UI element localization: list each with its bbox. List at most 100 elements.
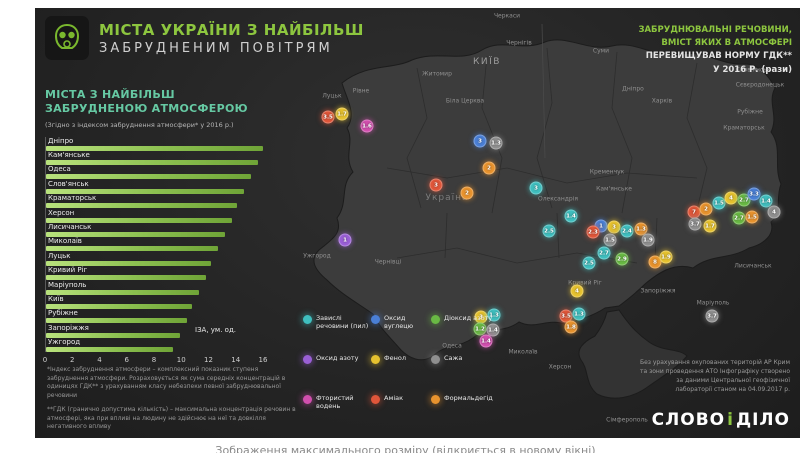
pollution-badge-hydrogen_fluoride: 1.4 [479,334,493,348]
bar-row: Лисичанськ [46,223,263,237]
city-label: Запоріжжя [640,287,676,295]
logo-word2: і [727,410,734,430]
pollution-badge-nitrogen_oxide: 1 [338,233,352,247]
map-badges: 3.5 1.7 1.6 3 1.3 2 3 2 3 1.4 2.5 1 1 3 2.3 2.4 1.3 1.5 1.… [35,8,800,438]
legend-item-formaldehyde: Формальдегід [431,394,503,434]
pollution-badge-soot: 1.4 [486,323,500,337]
bar-label: Краматорськ [48,194,97,203]
x-tick: 12 [204,356,213,365]
pollution-badge-soot: 3.7 [705,309,719,323]
city-label: Кременчук [589,168,625,176]
pollution-badge-phenol: 1.7 [335,107,349,121]
crimea-shape [578,309,688,399]
ukraine-mainland-shape [313,39,782,361]
bar [46,145,263,151]
bar [46,303,193,309]
pollution-badge-soot: 4 [767,205,781,219]
gas-mask-icon [45,16,89,60]
pollutants-header-line4: У 2016 Р. (рази) [712,64,792,75]
city-label: Харків [651,97,673,105]
city-label: Україна [425,193,469,203]
ammonia-dot-icon [371,395,380,404]
pollution-badge-dust: 1.3 [487,308,501,322]
bar [46,231,226,237]
bar-row: Дніпро [46,137,263,151]
legend-label: Фенол [384,354,406,362]
map-labels: Черкаси Чернігів Суми Житомир КИЇВ Рівне Луцьк… [35,8,800,438]
bar-row: Рубіжне [46,309,263,324]
legend-label: Діоксид азоту [444,314,493,322]
cherkasy-pointer-line [541,23,546,159]
x-axis: 0 2 4 6 8 10 12 14 16 [42,356,268,366]
city-label: Миколаїв [508,348,538,356]
city-label: Сєвєродонецьк [735,81,785,89]
city-label: Рівне [352,87,370,95]
pollution-badge-phenol: 4 [570,284,584,298]
logo-word3: ДІЛО [735,410,790,430]
city-label: Кривий Ріг [568,279,602,287]
pollution-badge-phenol: 3 [474,310,488,324]
pollution-badge-nitrogen_dioxide: 2.7 [737,193,751,207]
x-tick: 2 [70,356,75,365]
pollution-badge-phenol: 1.9 [659,250,673,264]
pollution-badge-hydrogen_fluoride: 1.6 [360,119,374,133]
pollutants-header-line2: ВМІСТ ЯКИХ В АТМОСФЕРІ [661,38,792,49]
bar-row: Одеса [46,165,263,180]
bar-row: Слов'янськ [46,180,263,194]
nitrogen_dioxide-dot-icon [431,315,440,324]
soot-dot-icon [431,355,440,364]
bar [46,174,251,180]
bar [46,275,207,281]
pollution-badge-soot: 1.5 [603,233,617,247]
image-caption[interactable]: Зображення максимального розміру (відкри… [215,444,596,453]
legend-item-soot: Сажа [431,354,503,394]
bar [46,332,181,338]
carbon_monoxide-dot-icon [371,315,380,324]
footnote-gdk: **ГДК (гранично допустима кількість) – м… [47,406,296,431]
pollution-badge-dust: 2.5 [582,256,596,270]
legend-label: Сажа [444,354,463,362]
legend-item-carbon_monoxide: Оксид вуглецю [371,314,431,354]
bar-label: Маріуполь [48,280,87,289]
x-tick: 0 [42,356,48,365]
x-tick: 6 [124,356,129,365]
pollution-badge-dust: 1.3 [572,307,586,321]
bar [46,289,200,295]
main-title-line1: МІСТА УКРАЇНИ З НАЙБІЛЬШ [99,21,364,39]
city-label: КИЇВ [473,57,501,67]
pollution-badge-formaldehyde: 1.3 [634,222,648,236]
x-tick: 10 [176,356,186,365]
pollution-badge-phenol: 4 [724,191,738,205]
legend-label: Формальдегід [444,394,493,402]
pollutants-header-line1: ЗАБРУДНЮВАЛЬНІ РЕЧОВИНИ, [638,25,792,35]
bar-row: Запоріжжя [46,324,263,338]
city-label: Херсон [548,363,572,371]
city-label: Біла Церква [445,97,485,105]
pollution-badge-dust: 2.4 [620,224,634,238]
pollution-badge-formaldehyde: 2 [460,186,474,200]
pollutants-header-line3: ПЕРЕВИЩУВАВ НОРМУ ГДК** [645,51,792,62]
city-label: Слов'янськ [735,66,771,74]
pollution-badge-dust: 1.5 [712,196,726,210]
x-tick: 8 [151,356,157,365]
city-label: Краматорськ [723,124,765,132]
bar-row: Луцьк [46,252,263,266]
pollutants-header: ЗАБРУДНЮВАЛЬНІ РЕЧОВИНИ, ВМІСТ ЯКИХ В АТ… [638,24,792,77]
pollution-badge-ammonia: 3 [429,178,443,192]
x-tick: 16 [258,356,268,365]
bar-row: Кривий Ріг [46,266,263,281]
source-note: Без урахування окупованих територій АР К… [639,359,790,393]
bar-row: Херсон [46,209,263,223]
bar-label: Миколаїв [48,237,82,246]
chart-title: МІСТА З НАЙБІЛЬШ ЗАБРУДНЕНОЮ АТМОСФЕРОЮ [45,88,248,116]
pollution-badge-nitrogen_dioxide: 1.2 [473,322,487,336]
bar-label: Луцьк [48,251,71,260]
pollution-badge-ammonia: 2.3 [586,225,600,239]
pollution-badge-formaldehyde: 1.8 [564,320,578,334]
legend-label: Аміак [384,394,404,402]
chart-subtitle: (Згідно з індексом забруднення атмосфери… [45,120,234,129]
dust-dot-icon [303,315,312,324]
bar-label: Рубіжне [48,309,78,318]
footnote-iza: *Індекс забруднення атмосфери – комплекс… [47,366,286,400]
